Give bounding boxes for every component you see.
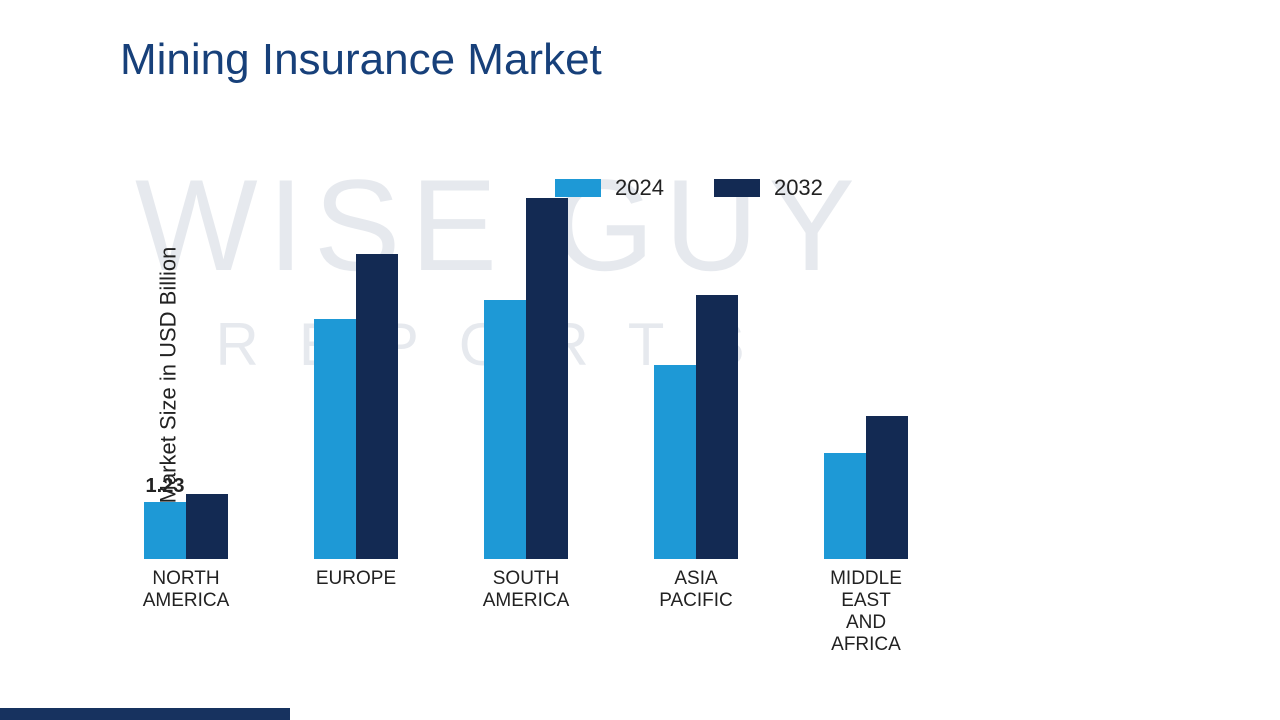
brand-logo: WISE GUY R E P O R T S	[980, 20, 1258, 80]
bar-2024	[484, 300, 526, 559]
x-axis-label: SOUTHAMERICA	[456, 568, 596, 612]
plot-area: 1.23NORTHAMERICAEUROPESOUTHAMERICAASIAPA…	[110, 190, 960, 560]
bar-value-label: 1.23	[146, 475, 185, 498]
bar-2024	[314, 319, 356, 560]
bar-2024	[654, 365, 696, 559]
brand-panel: WISE GUY R E P O R T S	[960, 0, 1280, 720]
bar-chart: Market Size in USD Billion 1.23NORTHAMER…	[100, 190, 960, 560]
x-axis-label: MIDDLEEASTANDAFRICA	[796, 568, 936, 655]
bar-2032	[356, 254, 398, 559]
footer-accent	[0, 708, 290, 720]
brand-head-icon	[1169, 28, 1264, 123]
bar-2032	[526, 198, 568, 559]
bar-2032	[186, 494, 228, 559]
bar-2024	[144, 502, 186, 559]
bar-2032	[866, 416, 908, 559]
page-title: Mining Insurance Market	[120, 35, 602, 85]
bar-2024	[824, 453, 866, 559]
x-axis-label: ASIAPACIFIC	[626, 568, 766, 612]
bar-2032	[696, 295, 738, 559]
x-axis-label: NORTHAMERICA	[116, 568, 256, 612]
x-axis-label: EUROPE	[286, 568, 426, 590]
